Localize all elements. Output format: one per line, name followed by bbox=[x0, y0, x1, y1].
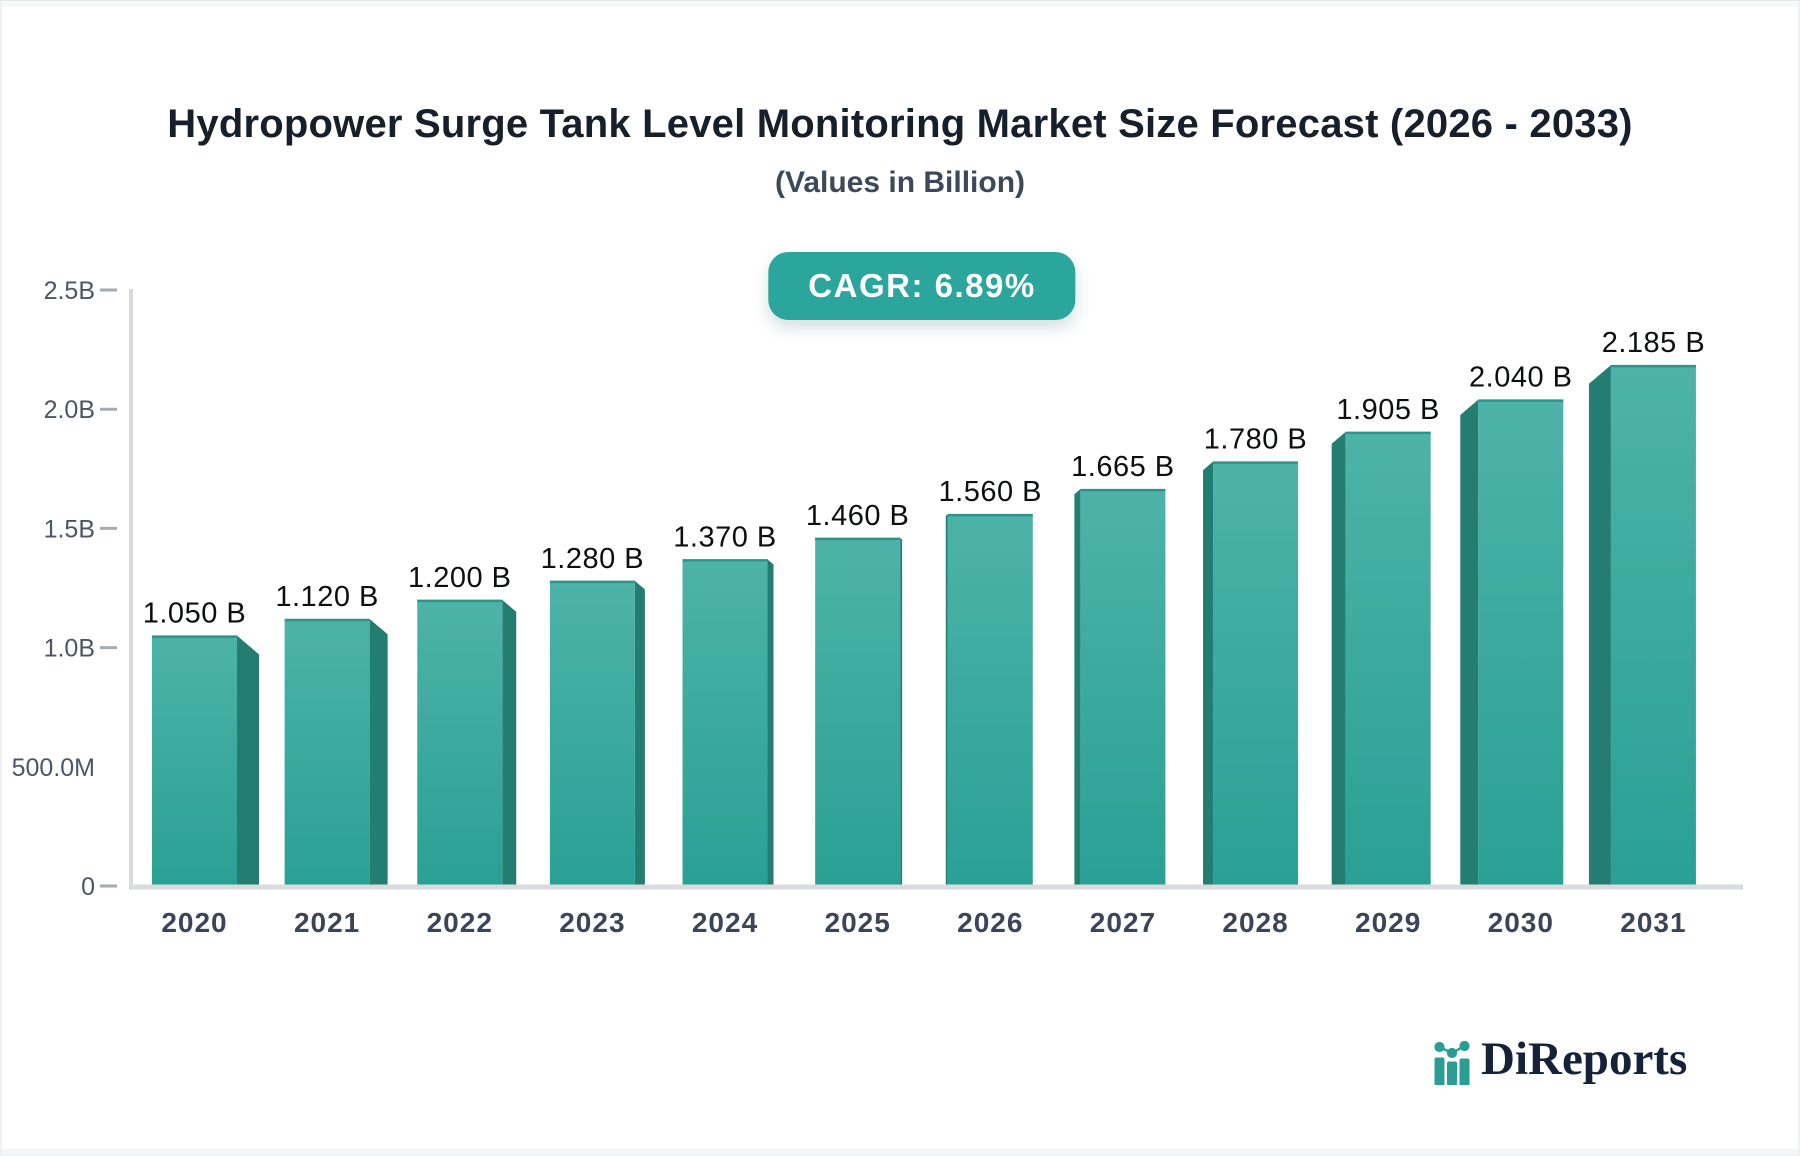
bar-side-face bbox=[237, 635, 259, 886]
bar-side-face bbox=[369, 618, 388, 886]
bar-side-face bbox=[900, 537, 903, 886]
bar-value-label: 2.040 B bbox=[1469, 362, 1572, 394]
direports-logo: DiReports bbox=[1432, 1036, 1687, 1085]
x-axis-label: 2024 bbox=[692, 907, 758, 938]
x-axis-label: 2025 bbox=[825, 907, 891, 938]
bar-2030 bbox=[1478, 399, 1564, 886]
bar-side-face bbox=[1203, 461, 1214, 886]
x-axis-label: 2029 bbox=[1355, 907, 1421, 938]
bar-2027 bbox=[1080, 489, 1166, 886]
y-axis-label: 1.5B bbox=[44, 515, 95, 543]
bar-value-label: 1.120 B bbox=[275, 581, 378, 613]
bar-value-label: 1.200 B bbox=[408, 562, 511, 594]
y-axis-label: 0 bbox=[81, 873, 95, 901]
cagr-badge: CAGR: 6.89% bbox=[768, 252, 1076, 320]
bar-2024 bbox=[682, 559, 768, 886]
bar-value-label: 1.460 B bbox=[806, 500, 909, 532]
y-axis-label: 2.5B bbox=[44, 277, 95, 305]
bar-value-label: 1.050 B bbox=[143, 598, 246, 630]
bar-side-face bbox=[1588, 365, 1611, 886]
bar-value-label: 1.665 B bbox=[1071, 451, 1174, 483]
y-axis-label: 2.0B bbox=[44, 396, 95, 424]
bar-line-chart-icon bbox=[1434, 1040, 1470, 1085]
x-axis-label: 2026 bbox=[957, 907, 1023, 938]
bar-2021 bbox=[284, 618, 370, 886]
x-axis-label: 2031 bbox=[1620, 907, 1686, 938]
x-axis-label: 2021 bbox=[294, 907, 360, 938]
bar-side-face bbox=[502, 599, 517, 886]
bar-2022 bbox=[417, 599, 503, 886]
bar-side-face bbox=[1331, 431, 1346, 886]
bar-2020 bbox=[152, 635, 237, 886]
x-axis-label: 2022 bbox=[427, 907, 493, 938]
bar-2031 bbox=[1610, 365, 1696, 886]
bar-value-label: 1.370 B bbox=[673, 521, 776, 553]
logo-text: DiReports bbox=[1481, 1033, 1688, 1085]
bar-side-face bbox=[945, 514, 948, 886]
bar-value-label: 1.560 B bbox=[939, 476, 1042, 508]
bar-side-face bbox=[767, 559, 774, 886]
bar-value-label: 1.280 B bbox=[541, 543, 644, 575]
x-axis-label: 2030 bbox=[1488, 907, 1554, 938]
bar-value-label: 1.780 B bbox=[1204, 424, 1307, 456]
chart-subtitle: (Values in Billion) bbox=[774, 166, 1026, 199]
y-axis-label: 500.0M bbox=[12, 754, 95, 782]
bar-2028 bbox=[1213, 461, 1299, 886]
bar-2029 bbox=[1345, 431, 1431, 886]
x-axis-label: 2023 bbox=[559, 907, 625, 938]
bar-2023 bbox=[549, 580, 635, 886]
bar-side-face bbox=[634, 580, 645, 886]
x-axis-label: 2027 bbox=[1090, 907, 1156, 938]
x-axis-label: 2028 bbox=[1222, 907, 1288, 938]
x-axis-label: 2020 bbox=[161, 907, 227, 938]
bar-side-face bbox=[1074, 489, 1081, 886]
bar-value-label: 1.905 B bbox=[1336, 394, 1439, 426]
bar-side-face bbox=[1460, 399, 1479, 886]
y-axis-label: 1.0B bbox=[44, 635, 95, 663]
bar-2026 bbox=[947, 514, 1033, 886]
bar-2025 bbox=[815, 537, 901, 886]
chart-title: Hydropower Surge Tank Level Monitoring M… bbox=[167, 102, 1633, 146]
bar-value-label: 2.185 B bbox=[1602, 327, 1705, 359]
